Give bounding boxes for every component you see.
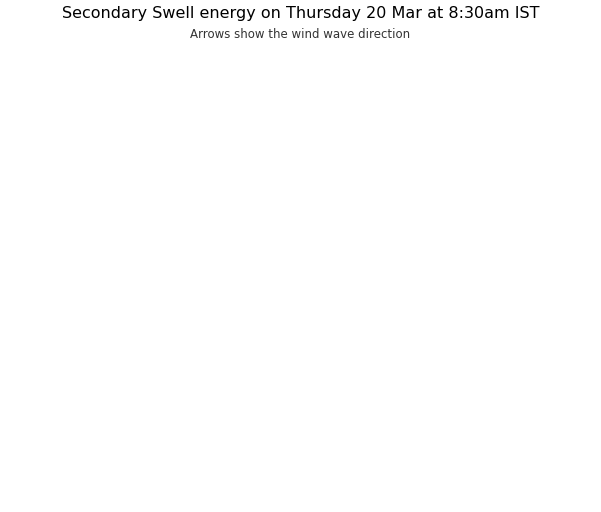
Text: Arrows show the wind wave direction: Arrows show the wind wave direction — [191, 28, 410, 41]
Text: Secondary Swell energy on Thursday 20 Mar at 8:30am IST: Secondary Swell energy on Thursday 20 Ma… — [62, 7, 539, 22]
